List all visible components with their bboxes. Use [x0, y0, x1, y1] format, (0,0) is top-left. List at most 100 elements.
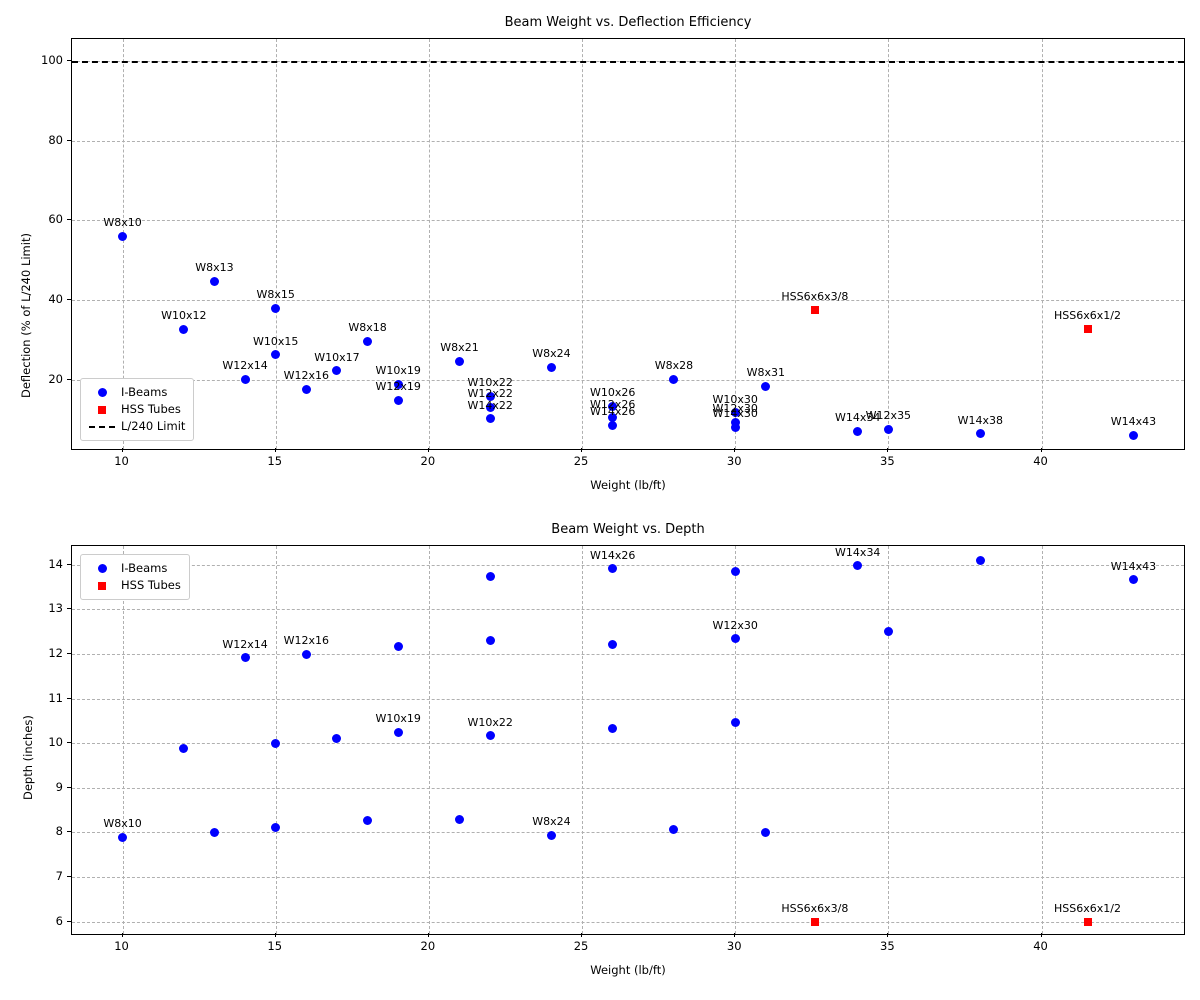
legend-item-hss: HSS Tubes [87, 401, 185, 418]
x-tick-mark [121, 933, 123, 937]
data-point-w12x14[interactable] [240, 653, 250, 663]
data-point-w14x38[interactable] [975, 555, 985, 565]
data-point-w12x35[interactable] [883, 627, 893, 637]
data-point-w8x13[interactable] [209, 828, 219, 838]
data-point-w10x26[interactable] [608, 723, 618, 733]
data-point-label: W14x43 [1110, 559, 1157, 573]
data-point-w8x31[interactable] [761, 381, 771, 391]
data-point-label: W14x34 [835, 411, 881, 425]
data-point-w10x26[interactable] [608, 401, 618, 411]
data-point-w12x26[interactable] [608, 413, 618, 423]
y-tick-mark [67, 608, 71, 610]
data-point-label: W12x16 [283, 634, 330, 648]
chart-panel-depth: Beam Weight vs. Depth W8x10 W12x14 W12x16 W… [21, 522, 1185, 977]
x-tick-mark [581, 933, 583, 937]
data-point-w8x21[interactable] [455, 815, 464, 825]
data-point-w12x35[interactable] [883, 424, 893, 434]
legend-label-ibeams: I-Beams [121, 385, 168, 399]
data-point-w10x30[interactable] [730, 717, 740, 727]
y-tick-mark [67, 742, 71, 744]
data-point-w8x24[interactable] [546, 362, 556, 372]
data-point-label: W14x34 [835, 545, 881, 559]
data-point-w10x19[interactable] [393, 379, 403, 389]
y-tick-label: 12 [48, 645, 63, 660]
data-point-w8x10[interactable] [118, 832, 128, 842]
data-point-hss6x6x3-8[interactable] [810, 306, 819, 315]
data-point-w8x21[interactable] [455, 356, 464, 366]
data-point-hss6x6x3-8[interactable] [810, 917, 819, 926]
y-tick-mark [67, 59, 71, 61]
data-point-w10x12[interactable] [179, 324, 189, 334]
data-point-w8x13[interactable] [209, 276, 219, 286]
data-point-w8x15[interactable] [271, 822, 281, 832]
data-point-w10x17[interactable] [332, 366, 342, 375]
data-point-w14x34[interactable] [853, 426, 863, 436]
y-tick-mark [67, 298, 71, 300]
y-tick-label: 10 [48, 735, 63, 750]
data-point-hss6x6x1-2[interactable] [1083, 917, 1092, 926]
y-tick-label: 7 [55, 868, 63, 883]
data-point-label: W14x43 [1110, 415, 1157, 429]
x-tick-label: 40 [1033, 939, 1048, 953]
y-tick-mark [67, 875, 71, 877]
data-point-w14x30[interactable] [730, 567, 740, 577]
data-point-w12x16[interactable] [301, 649, 311, 659]
y-tick-label: 9 [55, 779, 63, 794]
gridline-horizontal [72, 220, 1184, 222]
dashed-line-icon [87, 425, 117, 428]
data-point-w14x22[interactable] [485, 414, 495, 424]
data-point-w10x17[interactable] [332, 733, 342, 743]
data-point-label: W14x38 [957, 413, 1003, 427]
data-point-w10x22[interactable] [485, 391, 495, 401]
y-tick-label: 80 [48, 132, 63, 147]
data-point-w8x28[interactable] [669, 825, 679, 835]
data-point-label: W8x18 [348, 321, 387, 335]
data-point-w12x30[interactable] [730, 634, 740, 644]
data-point-w14x43[interactable] [1128, 575, 1138, 585]
data-point-w8x24[interactable] [546, 830, 556, 840]
data-point-w14x22[interactable] [485, 571, 495, 581]
data-point-label: W10x22 [467, 715, 513, 729]
x-tick-label: 10 [114, 454, 129, 468]
circle-marker-icon [87, 388, 117, 397]
gridline-horizontal [72, 832, 1184, 834]
data-point-w12x19[interactable] [393, 642, 403, 652]
data-point-w10x22[interactable] [485, 731, 495, 741]
data-point-w14x26[interactable] [608, 564, 618, 574]
data-point-w12x26[interactable] [608, 639, 618, 649]
gridline-horizontal [72, 140, 1184, 142]
data-point-w14x30[interactable] [730, 422, 740, 432]
data-point-w8x31[interactable] [761, 827, 771, 837]
legend-label-ibeams: I-Beams [121, 561, 168, 575]
data-point-w8x28[interactable] [669, 374, 679, 384]
x-tick-mark [427, 448, 429, 452]
data-point-w10x15[interactable] [271, 739, 281, 749]
gridline-vertical [888, 546, 890, 934]
data-point-w14x38[interactable] [975, 429, 985, 439]
data-point-w12x16[interactable] [301, 384, 311, 394]
data-point-w8x18[interactable] [363, 336, 373, 346]
data-point-w14x43[interactable] [1128, 430, 1138, 440]
gridline-horizontal [72, 564, 1184, 566]
data-point-w8x15[interactable] [271, 303, 281, 313]
data-point-label: W10x22 [467, 376, 513, 389]
data-point-w12x14[interactable] [240, 374, 250, 384]
chart-title-depth: Beam Weight vs. Depth [551, 522, 705, 537]
x-tick-mark [581, 448, 583, 452]
data-point-w14x34[interactable] [853, 561, 863, 571]
y-tick-mark [67, 378, 71, 380]
data-point-w8x10[interactable] [118, 231, 128, 241]
data-point-w12x22[interactable] [485, 635, 495, 645]
data-point-w8x18[interactable] [363, 816, 373, 826]
data-point-hss6x6x1-2[interactable] [1083, 325, 1092, 334]
data-point-w12x19[interactable] [393, 395, 403, 405]
data-point-w12x30[interactable] [730, 417, 740, 427]
data-point-w10x19[interactable] [393, 727, 403, 737]
data-point-w10x15[interactable] [271, 350, 281, 360]
gridline-vertical [735, 39, 737, 449]
data-point-w12x22[interactable] [485, 402, 495, 412]
legend-deflection: I-Beams HSS Tubes L/240 Limit [80, 378, 195, 441]
data-point-w14x26[interactable] [608, 420, 618, 430]
data-point-w10x12[interactable] [179, 744, 189, 754]
data-point-w10x30[interactable] [730, 408, 740, 418]
